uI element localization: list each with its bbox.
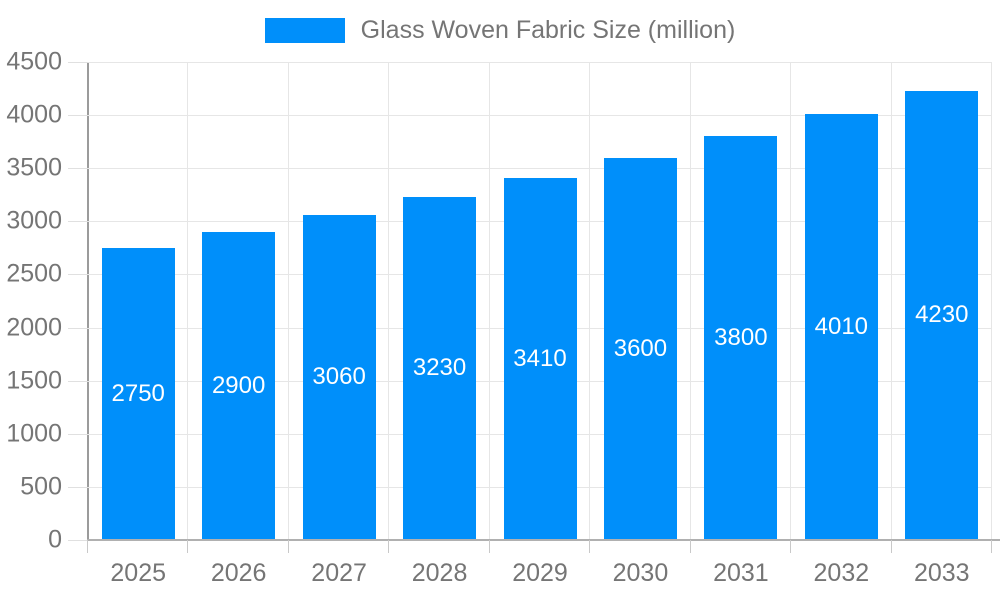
gridline-vertical (388, 62, 390, 540)
x-axis-tick-mark (287, 540, 289, 553)
gridline-vertical (991, 62, 992, 540)
y-axis-tick-mark (68, 168, 88, 170)
gridline-horizontal (88, 115, 992, 117)
x-axis-tick-label: 2030 (612, 559, 669, 587)
x-axis-tick-label: 2025 (110, 559, 167, 587)
bar: 2750 (101, 247, 175, 540)
y-axis-tick-mark (68, 62, 88, 63)
bar: 3230 (403, 196, 477, 540)
y-axis-tick-label: 500 (20, 472, 62, 501)
bar: 3060 (302, 214, 376, 540)
plot-area: 2750 2900 3060 3230 3410 3600 3800 4010 4230 (88, 62, 992, 540)
y-axis-tick-label: 3500 (6, 153, 62, 182)
x-axis-tick-label: 2028 (411, 559, 468, 587)
gridline-vertical (187, 62, 189, 540)
gridline-vertical (790, 62, 792, 540)
y-axis-tick-mark (68, 380, 88, 382)
y-axis-tick-mark (68, 115, 88, 117)
bar-value-label: 3410 (513, 344, 567, 372)
bar-value-label: 3600 (613, 334, 668, 362)
x-axis-tick-label: 2031 (713, 559, 769, 587)
gridline-horizontal (88, 168, 992, 170)
x-axis-tick-label: 2033 (913, 559, 970, 587)
y-axis-tick-mark (68, 433, 88, 435)
bar-value-label: 4230 (915, 301, 969, 329)
bar: 2900 (202, 231, 276, 540)
bar-value-label: 2750 (111, 379, 165, 407)
y-axis-tick-label: 1000 (6, 419, 62, 448)
bar-value-label: 2900 (211, 371, 266, 399)
bar: 3410 (503, 177, 577, 540)
bar-value-label: 3800 (714, 324, 768, 352)
y-axis-tick-mark (68, 221, 88, 223)
bar-value-label: 3060 (312, 363, 366, 391)
gridline-vertical (589, 62, 591, 540)
y-axis-tick-mark (68, 327, 88, 329)
legend-label: Glass Woven Fabric Size (million) (360, 16, 736, 44)
bar: 4010 (804, 114, 878, 540)
chart-legend: Glass Woven Fabric Size (million) (0, 18, 1000, 43)
x-axis-tick-mark (589, 540, 591, 553)
y-axis-line (87, 62, 89, 540)
bar: 4230 (905, 90, 979, 540)
y-axis-tick-label: 2000 (6, 313, 62, 342)
x-axis-tick-mark (689, 540, 691, 553)
y-axis-tick-label: 4500 (6, 47, 62, 76)
x-axis-tick-mark (187, 540, 189, 553)
x-axis-tick-mark (488, 540, 490, 553)
bar-value-label: 4010 (814, 313, 869, 341)
y-axis-tick-label: 3000 (6, 206, 62, 235)
x-axis-tick-label: 2032 (813, 559, 870, 587)
y-axis-tick-label: 0 (48, 525, 62, 554)
x-axis-tick-label: 2029 (512, 559, 568, 587)
x-axis-line (87, 539, 1000, 541)
bar: 3600 (603, 157, 677, 540)
bar: 3800 (704, 136, 778, 540)
gridline-horizontal (88, 62, 992, 63)
y-axis-tick-mark (68, 486, 88, 488)
y-axis-tick-label: 2500 (6, 259, 62, 288)
y-axis-tick-label: 4000 (6, 100, 62, 129)
x-axis-tick-mark (991, 540, 992, 553)
y-axis-tick-mark (68, 274, 88, 276)
bar-value-label: 3230 (412, 354, 467, 382)
x-axis-tick-mark (890, 540, 892, 553)
gridline-vertical (287, 62, 289, 540)
gridline-vertical (689, 62, 691, 540)
x-axis-tick-mark (790, 540, 792, 553)
y-axis-tick-label: 1500 (6, 366, 62, 395)
gridline-vertical (488, 62, 490, 540)
x-axis-tick-mark (87, 540, 88, 553)
x-axis-tick-label: 2027 (311, 559, 367, 587)
gridline-vertical (890, 62, 892, 540)
x-axis-tick-mark (388, 540, 390, 553)
legend-swatch-icon (264, 18, 345, 43)
x-axis-tick-label: 2026 (210, 559, 267, 587)
y-axis-tick-mark (68, 540, 88, 541)
